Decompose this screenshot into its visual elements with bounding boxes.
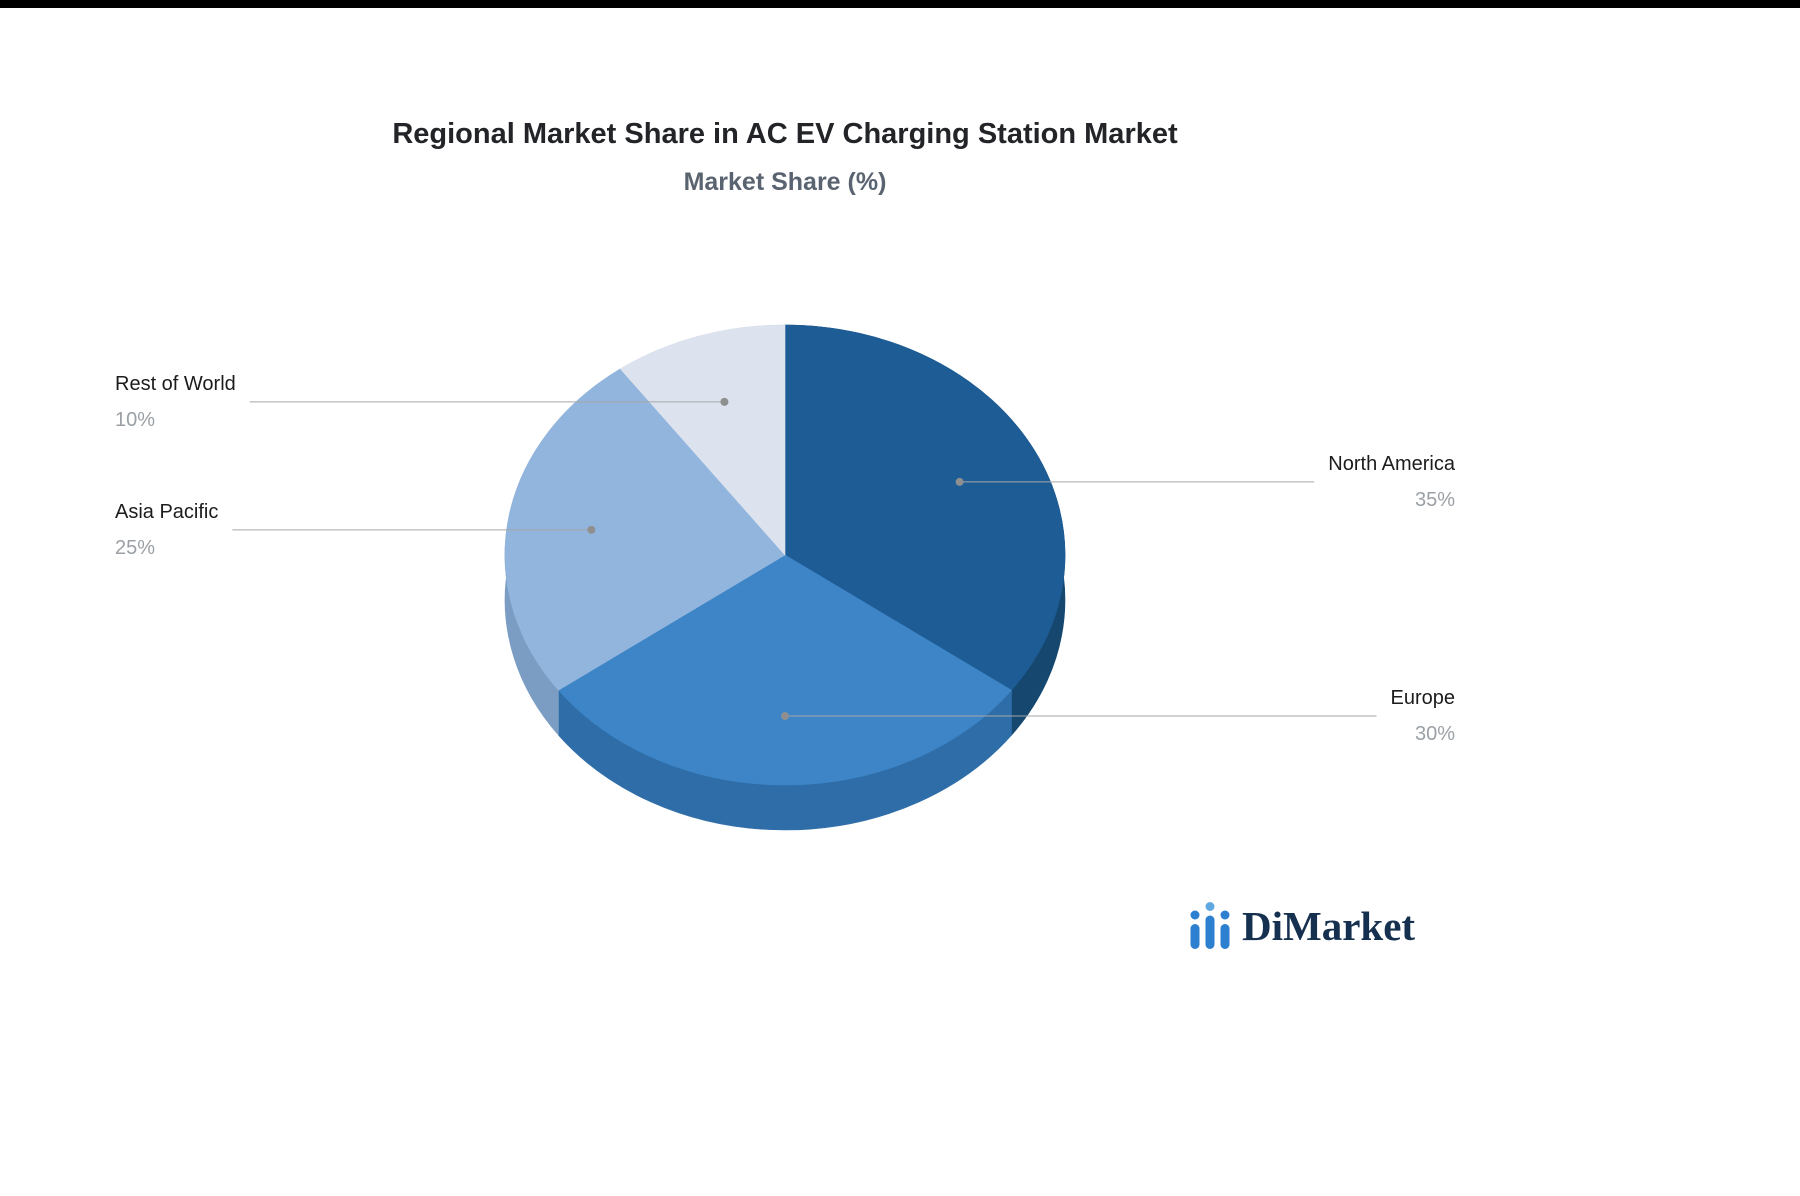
pie-slice-asia-pacific[interactable] — [504, 368, 786, 691]
leader-dot-europe — [781, 712, 789, 720]
pie-slice-north-america[interactable] — [784, 324, 1066, 691]
logo-text: DiMarket — [1242, 903, 1416, 949]
leader-dot-north-america — [955, 477, 964, 486]
chart-title: Regional Market Share in AC EV Charging … — [392, 118, 1178, 150]
bar-chart-dots-icon — [1190, 902, 1230, 949]
pie-slice-europe[interactable] — [558, 554, 1012, 786]
leader-dot-asia-pacific — [587, 525, 596, 534]
leader-dot-rest-of-world — [720, 397, 729, 406]
chart-subtitle: Market Share (%) — [683, 168, 887, 196]
pie-slice-rest-of-world[interactable] — [619, 324, 786, 556]
top-border-strip — [0, 0, 1800, 8]
dimarket-logo: DiMarket — [1188, 901, 1415, 951]
